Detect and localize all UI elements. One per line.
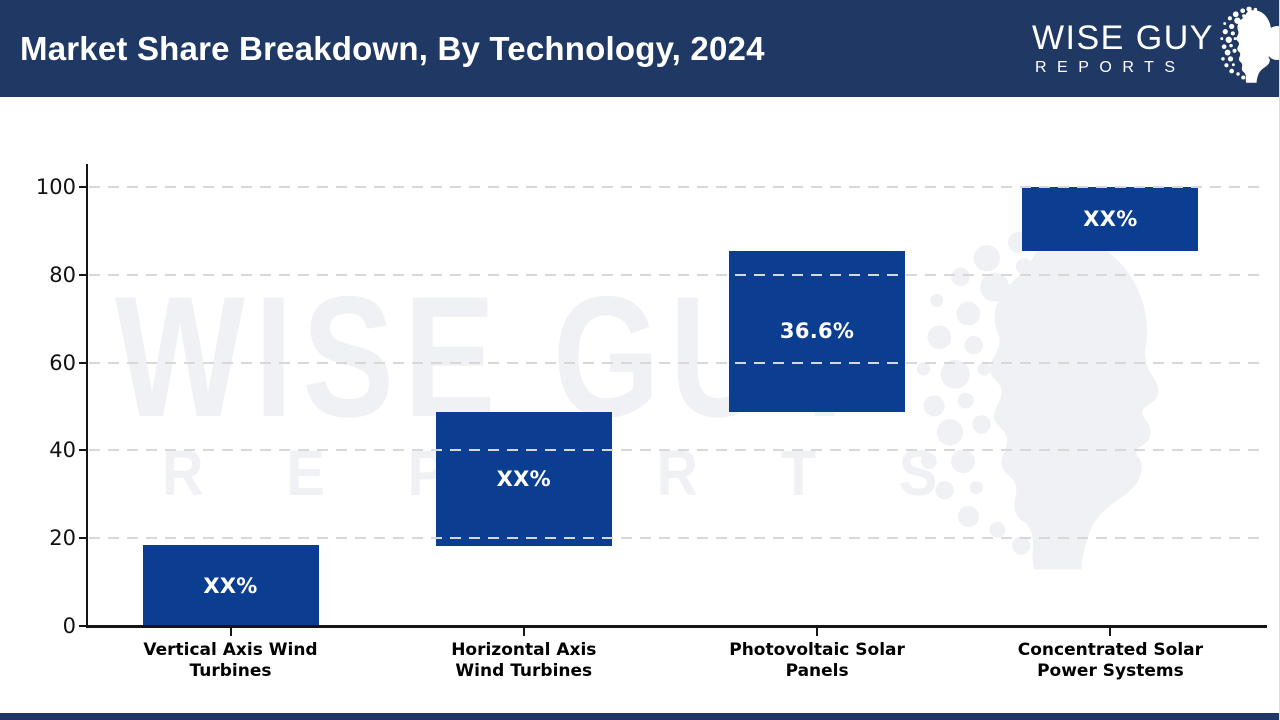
x-tick [816,628,819,636]
y-tick-label: 60 [49,350,76,375]
header-bar: Market Share Breakdown, By Technology, 2… [0,0,1279,97]
y-tick-80 [79,273,87,276]
gridline-80 [89,273,1264,276]
x-category-line2: Wind Turbines [455,661,593,681]
y-axis-line [86,164,88,628]
gridline-40 [89,449,1264,452]
page-title: Market Share Breakdown, By Technology, 2… [20,29,765,67]
footer-bar [0,713,1279,720]
y-tick-label: 80 [49,262,76,287]
bar-value-label: XX% [496,466,551,491]
y-tick-label: 100 [35,175,76,199]
x-category-label: Concentrated Solar Power Systems [970,640,1250,682]
x-category-label: Photovoltaic Solar Panels [677,640,957,682]
brand-subname: REPORTS [1034,59,1186,76]
y-tick-label: 40 [49,438,76,463]
x-category-line1: Photovoltaic Solar [729,640,905,660]
brand-wordmark: WISE GUY REPORTS [1032,19,1214,77]
y-tick-0 [79,625,87,627]
y-tick-20 [79,537,87,540]
x-tick [522,628,525,636]
x-category-line2: Turbines [189,661,272,681]
x-tick [1109,628,1112,636]
gridline-20 [89,537,1264,540]
bar-value-label: XX% [203,573,258,598]
x-axis-line [86,625,1267,628]
x-category-line1: Concentrated Solar [1017,640,1204,660]
watermark-face-icon [895,224,1163,572]
x-category-label: Horizontal Axis Wind Turbines [384,640,664,682]
x-category-line1: Vertical Axis Wind [143,640,318,660]
y-tick-label: 0 [62,614,76,638]
bar-value-label: 36.6% [779,319,855,344]
x-category-line2: Power Systems [1037,661,1184,681]
y-tick-40 [79,449,87,452]
bar-segment: XX% [142,545,319,626]
x-tick [229,628,232,636]
gridline-100 [89,186,1264,188]
header-edge-dot-icon [1264,26,1279,60]
bar-segment: XX% [435,411,612,546]
gridline-60 [89,361,1264,364]
y-tick-100 [79,186,87,188]
y-tick-label: 20 [49,526,76,551]
x-category-line1: Horizontal Axis [451,640,597,660]
bar-segment: 36.6% [729,251,906,412]
bar-segment: XX% [1022,187,1199,252]
bar-value-label: XX% [1083,207,1138,232]
brand-logo: WISE GUY REPORTS [1032,5,1274,85]
brand-name: WISE GUY [1031,19,1214,57]
y-tick-60 [79,361,87,364]
x-category-line2: Panels [785,661,849,681]
x-category-label: Vertical Axis Wind Turbines [91,640,371,682]
